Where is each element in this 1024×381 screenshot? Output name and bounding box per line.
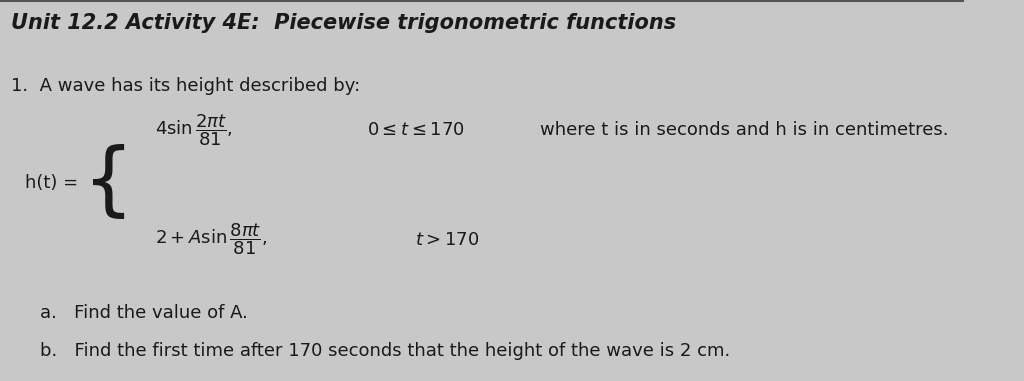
Text: {: { <box>83 144 134 222</box>
Text: a.   Find the value of A.: a. Find the value of A. <box>40 304 248 322</box>
Text: $4\sin\dfrac{2\pi t}{81}$,: $4\sin\dfrac{2\pi t}{81}$, <box>156 112 233 148</box>
Text: where t is in seconds and h is in centimetres.: where t is in seconds and h is in centim… <box>540 121 948 139</box>
Text: h(t) =: h(t) = <box>26 174 79 192</box>
Text: $2 + A\sin\dfrac{8\pi t}{81}$,: $2 + A\sin\dfrac{8\pi t}{81}$, <box>156 222 267 258</box>
Text: $t > 170$: $t > 170$ <box>415 231 479 249</box>
Text: Unit 12.2 Activity 4E:  Piecewise trigonometric functions: Unit 12.2 Activity 4E: Piecewise trigono… <box>11 13 676 33</box>
Text: 1.  A wave has its height described by:: 1. A wave has its height described by: <box>11 77 360 95</box>
Text: b.   Find the first time after 170 seconds that the height of the wave is 2 cm.: b. Find the first time after 170 seconds… <box>40 342 730 360</box>
Text: $0 \leq t \leq 170$: $0 \leq t \leq 170$ <box>367 121 465 139</box>
